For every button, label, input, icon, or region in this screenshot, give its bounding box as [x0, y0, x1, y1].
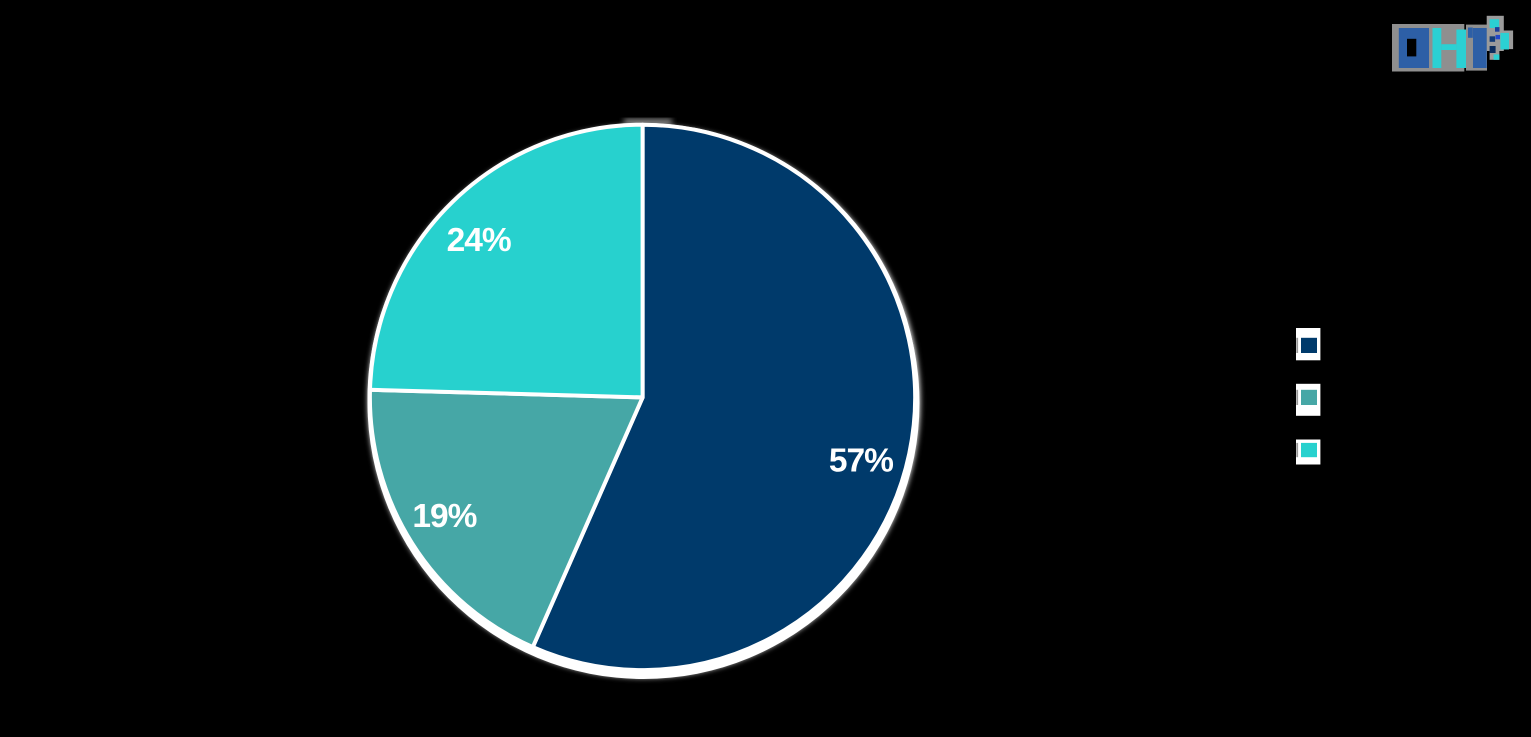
svg-text:57%: 57% — [829, 443, 893, 480]
svg-text:24%: 24% — [447, 222, 511, 259]
svg-text:19%: 19% — [412, 498, 476, 535]
